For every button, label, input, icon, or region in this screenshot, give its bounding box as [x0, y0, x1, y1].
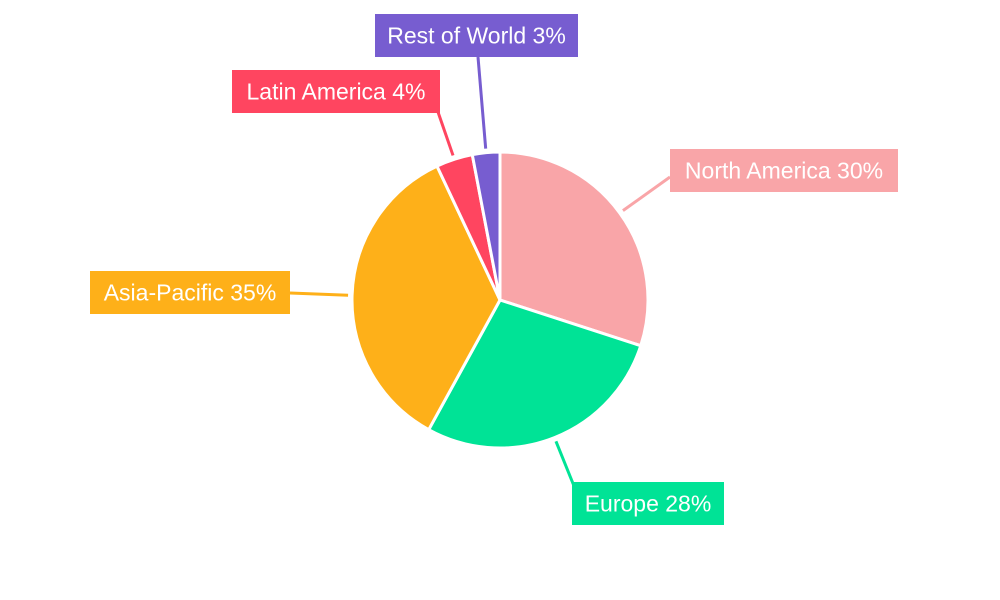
slice-label-box [572, 482, 724, 525]
slice-label-rest-of-world: Rest of World 3% [375, 14, 578, 57]
slice-label-text: Latin America 4% [247, 79, 426, 105]
slice-label-north-america: North America 30% [670, 149, 898, 192]
slice-label-box [90, 271, 290, 314]
slice-label-box [375, 14, 578, 57]
slice-label-text: Asia-Pacific 35% [104, 280, 277, 306]
label-connectors [289, 56, 671, 487]
label-connector-europe [554, 440, 576, 487]
pie-slices [350, 150, 650, 450]
label-connector-latin-america [436, 111, 455, 156]
pie-slice-asia-pacific[interactable] [350, 164, 502, 432]
slice-label-asia-pacific: Asia-Pacific 35% [90, 271, 290, 314]
slice-label-europe: Europe 28% [572, 482, 724, 525]
slice-label-text: North America 30% [685, 158, 883, 184]
label-connector-rest-of-world [476, 56, 488, 149]
label-connector-north-america [622, 175, 671, 212]
slice-label-latin-america: Latin America 4% [232, 70, 440, 113]
slice-label-box [670, 149, 898, 192]
pie-slice-rest-of-world[interactable] [470, 150, 502, 302]
label-connector-asia-pacific [289, 291, 349, 297]
slice-label-text: Europe 28% [585, 491, 712, 517]
slice-labels: North America 30% Europe 28% Asia-Pacific … [90, 14, 898, 525]
slice-label-text: Rest of World 3% [387, 23, 566, 49]
pie-slice-europe[interactable] [427, 298, 643, 450]
slice-label-box [232, 70, 440, 113]
pie-slice-north-america[interactable] [498, 150, 650, 348]
